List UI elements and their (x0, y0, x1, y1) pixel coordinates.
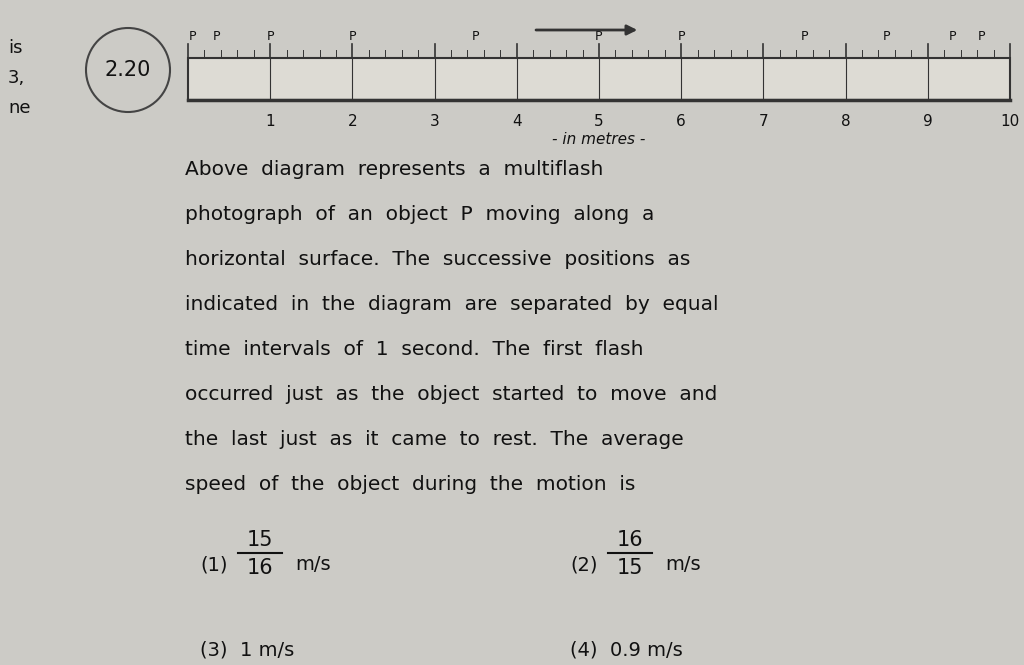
Text: the  last  just  as  it  came  to  rest.  The  average: the last just as it came to rest. The av… (185, 430, 684, 449)
Text: P: P (978, 30, 985, 43)
Text: 8: 8 (841, 114, 850, 129)
Text: 16: 16 (247, 558, 273, 578)
Text: P: P (678, 30, 685, 43)
Text: 4: 4 (512, 114, 521, 129)
Text: 15: 15 (247, 530, 273, 550)
Text: P: P (595, 30, 603, 43)
Text: speed  of  the  object  during  the  motion  is: speed of the object during the motion is (185, 475, 635, 494)
Text: - in metres -: - in metres - (552, 132, 646, 147)
Text: 15: 15 (616, 558, 643, 578)
Text: (4)  0.9 m/s: (4) 0.9 m/s (570, 640, 683, 659)
Text: 5: 5 (594, 114, 604, 129)
Text: P: P (883, 30, 891, 43)
Text: Above  diagram  represents  a  multiflash: Above diagram represents a multiflash (185, 160, 603, 179)
Text: ne: ne (8, 99, 31, 117)
Text: occurred  just  as  the  object  started  to  move  and: occurred just as the object started to m… (185, 385, 718, 404)
Text: P: P (948, 30, 956, 43)
Text: P: P (801, 30, 808, 43)
Text: 9: 9 (923, 114, 933, 129)
Text: m/s: m/s (295, 555, 331, 575)
Text: P: P (472, 30, 479, 43)
Text: m/s: m/s (665, 555, 700, 575)
Text: horizontal  surface.  The  successive  positions  as: horizontal surface. The successive posit… (185, 250, 690, 269)
Text: P: P (348, 30, 356, 43)
Text: P: P (266, 30, 274, 43)
Text: P: P (188, 30, 196, 43)
Text: 6: 6 (676, 114, 686, 129)
Text: P: P (213, 30, 220, 43)
Text: 10: 10 (1000, 114, 1020, 129)
Text: photograph  of  an  object  P  moving  along  a: photograph of an object P moving along a (185, 205, 654, 224)
Text: indicated  in  the  diagram  are  separated  by  equal: indicated in the diagram are separated b… (185, 295, 719, 314)
Text: (2): (2) (570, 555, 597, 575)
Text: time  intervals  of  1  second.  The  first  flash: time intervals of 1 second. The first fl… (185, 340, 643, 359)
Bar (188, 58, 1010, 100)
Text: 2.20: 2.20 (104, 60, 152, 80)
Text: 2: 2 (347, 114, 357, 129)
Text: 16: 16 (616, 530, 643, 550)
Text: 7: 7 (759, 114, 768, 129)
Text: (3)  1 m/s: (3) 1 m/s (200, 640, 294, 659)
Text: 3: 3 (430, 114, 439, 129)
Text: 3,: 3, (8, 69, 26, 87)
Text: (1): (1) (200, 555, 227, 575)
Text: is: is (8, 39, 23, 57)
Text: 1: 1 (265, 114, 275, 129)
